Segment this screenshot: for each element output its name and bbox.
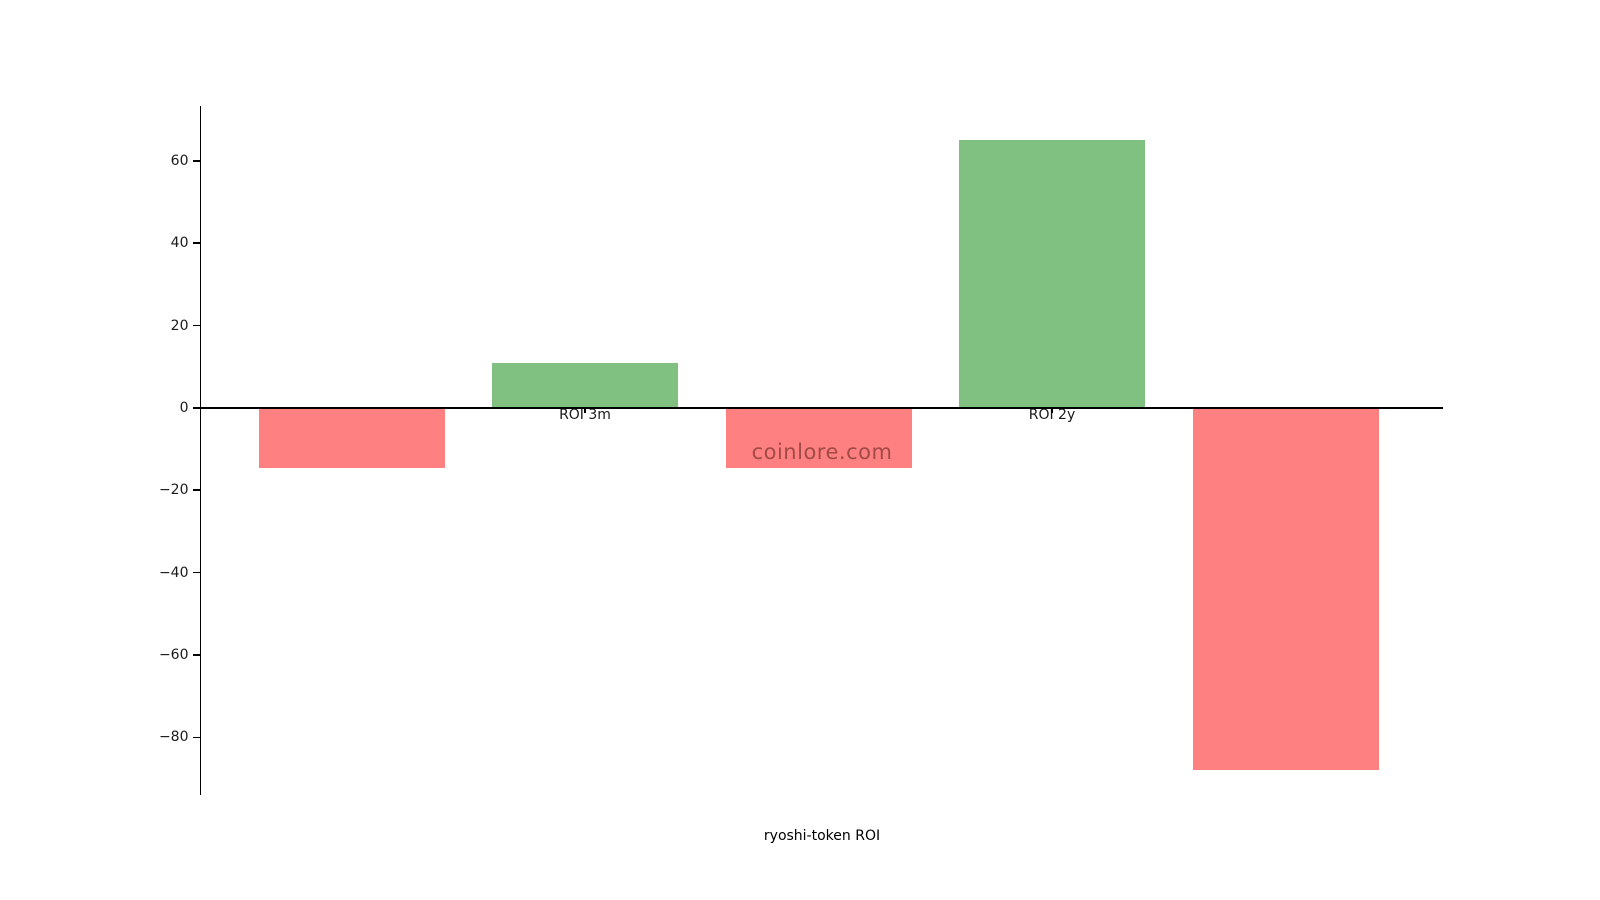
- y-tick-mark: [192, 489, 200, 491]
- y-tick-label: 60: [170, 152, 189, 169]
- x-tick-label-roi-3m: ROI 3m: [559, 406, 611, 423]
- y-tick-label: −80: [158, 729, 189, 746]
- bar-bar-1: [258, 407, 445, 468]
- x-axis-zero-line: [201, 407, 1443, 409]
- y-tick-label: −60: [158, 646, 189, 663]
- y-tick-mark: [192, 242, 200, 244]
- y-tick-mark: [192, 736, 200, 739]
- y-tick-label: 40: [170, 235, 189, 252]
- x-tick-mark: [584, 407, 586, 414]
- y-tick-mark: [192, 654, 200, 656]
- y-tick-label: −20: [158, 482, 189, 499]
- y-axis-spine: [199, 106, 201, 795]
- y-tick-mark: [192, 324, 200, 327]
- x-tick-mark: [1051, 407, 1053, 414]
- x-tick-label-roi-2y: ROI 2y: [1028, 406, 1076, 423]
- bar-bar-3: [725, 407, 912, 468]
- y-tick-mark: [192, 160, 200, 162]
- watermark: coinlore.com: [751, 440, 893, 464]
- bar-roi-3m: [492, 362, 678, 408]
- bar-roi-2y: [959, 140, 1145, 408]
- y-tick-mark: [192, 571, 200, 574]
- chart-title: ryoshi-token ROI: [763, 828, 881, 844]
- y-tick-mark: [192, 407, 200, 409]
- y-tick-label: 0: [179, 399, 189, 416]
- y-tick-label: 20: [170, 317, 189, 334]
- bar-bar-5: [1192, 407, 1379, 771]
- y-tick-label: −40: [158, 564, 189, 581]
